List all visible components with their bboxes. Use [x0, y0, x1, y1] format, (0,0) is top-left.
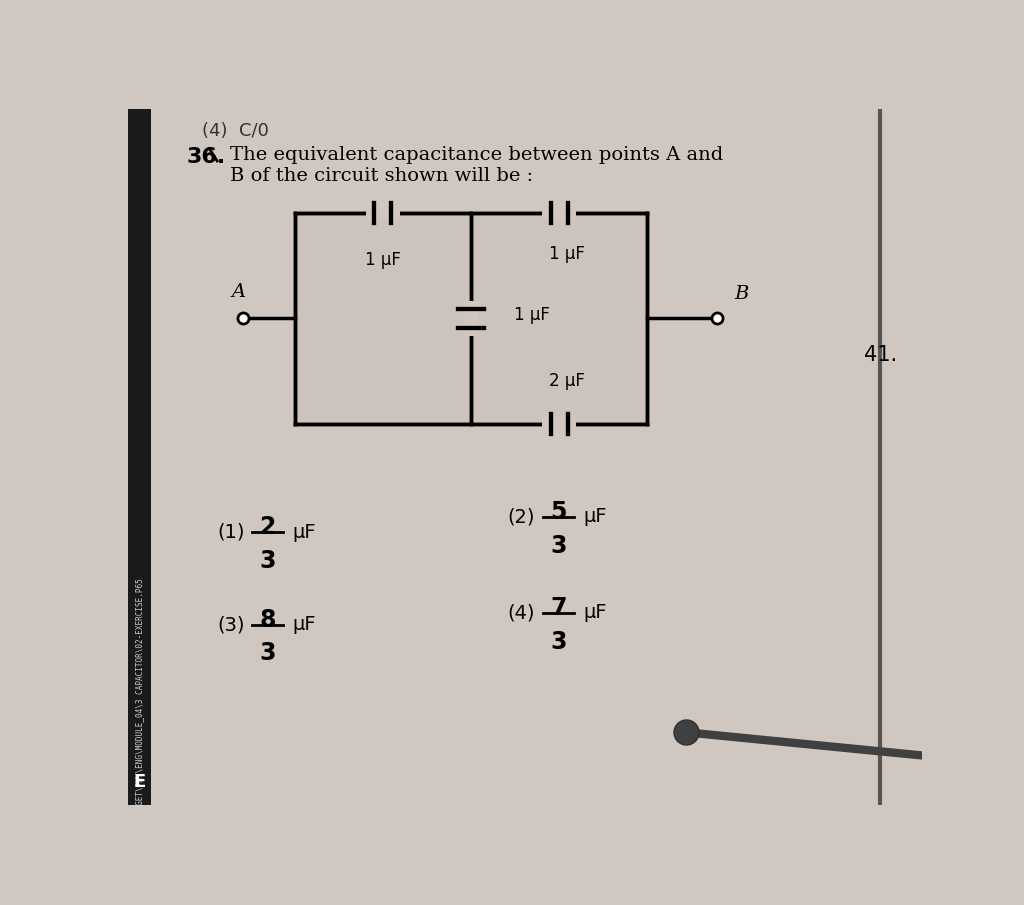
- Text: 7: 7: [550, 596, 566, 620]
- Text: μF: μF: [292, 522, 316, 541]
- Text: 3: 3: [259, 642, 275, 665]
- Text: 36.: 36.: [186, 148, 225, 167]
- Text: 1 μF: 1 μF: [549, 245, 585, 262]
- Text: 1 μF: 1 μF: [514, 306, 550, 324]
- Bar: [128, 109, 152, 805]
- Text: 3: 3: [550, 630, 566, 654]
- Text: 5: 5: [550, 500, 566, 524]
- Text: μF: μF: [583, 604, 606, 623]
- Text: B of the circuit shown will be :: B of the circuit shown will be :: [230, 167, 534, 186]
- Text: A: A: [231, 283, 246, 301]
- Text: 2 μF: 2 μF: [549, 372, 585, 390]
- Text: μF: μF: [292, 615, 316, 634]
- Text: B: B: [734, 285, 749, 303]
- Text: 2: 2: [259, 515, 275, 539]
- Text: 8: 8: [259, 607, 275, 632]
- Text: (4)  C/0: (4) C/0: [202, 122, 268, 140]
- Text: (2): (2): [508, 507, 536, 526]
- Text: (4): (4): [508, 604, 536, 623]
- Text: 3: 3: [550, 534, 566, 557]
- Text: The equivalent capacitance between points A and: The equivalent capacitance between point…: [230, 146, 724, 164]
- Text: μF: μF: [583, 507, 606, 526]
- Text: 1 μF: 1 μF: [365, 251, 400, 269]
- Text: (3): (3): [217, 615, 245, 634]
- Text: 3: 3: [259, 549, 275, 573]
- Text: E: E: [133, 774, 145, 791]
- Bar: [295, 213, 647, 424]
- Text: (1): (1): [217, 522, 245, 541]
- Text: 2.\NODE02\B0AH-AI\TARGET\PHY\ENG\MODULE_04\3 CAPACITOR\02-EXERCISE.P65: 2.\NODE02\B0AH-AI\TARGET\PHY\ENG\MODULE_…: [135, 578, 144, 902]
- Text: 41.: 41.: [864, 345, 897, 365]
